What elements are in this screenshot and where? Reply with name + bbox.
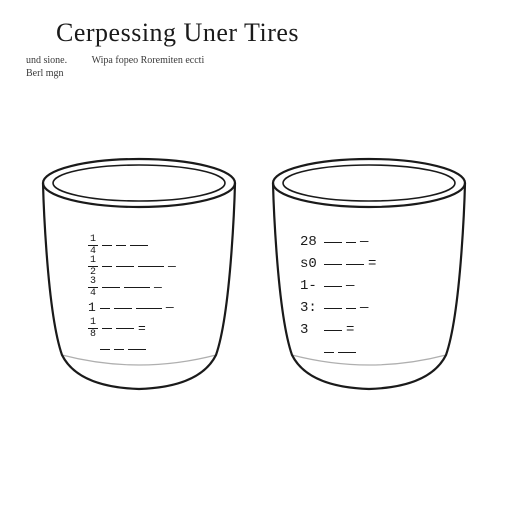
tick-mark bbox=[128, 349, 146, 350]
scale-row: 1— bbox=[88, 298, 176, 318]
scale-label: 28 bbox=[300, 231, 320, 253]
right-cup: 28—s0=1-—3:—3= bbox=[254, 139, 484, 399]
scale-row: 34 — bbox=[88, 277, 176, 298]
page: Cerpessing Uner Tires und sione. Wipa fo… bbox=[0, 0, 512, 512]
tick-mark bbox=[102, 266, 112, 267]
tick-mark bbox=[324, 352, 334, 353]
tick-mark bbox=[324, 286, 342, 287]
scale-suffix: = bbox=[138, 319, 146, 339]
tick-mark bbox=[116, 266, 134, 267]
fraction-label: 14 bbox=[88, 235, 98, 256]
tick-mark bbox=[116, 328, 134, 329]
tick-mark bbox=[338, 352, 356, 353]
scale-row: 14 bbox=[88, 235, 176, 256]
tick-mark bbox=[100, 349, 110, 350]
scale-row: 12 — bbox=[88, 256, 176, 277]
tick-mark bbox=[324, 264, 342, 265]
scale-row: 3: — bbox=[300, 297, 376, 319]
tick-mark bbox=[138, 266, 164, 267]
tick-mark bbox=[324, 242, 342, 243]
scale-row: 18 = bbox=[88, 318, 176, 339]
fraction-label: 34 bbox=[88, 277, 98, 298]
scale-row bbox=[300, 341, 376, 363]
scale-row: 1- — bbox=[300, 275, 376, 297]
subtitle-mid: Wipa fopeo Roremiten eccti bbox=[92, 54, 205, 67]
subtitle-line-1: und sione. Wipa fopeo Roremiten eccti bbox=[26, 54, 494, 67]
scale-label: 3 bbox=[300, 319, 320, 341]
scale-suffix: — bbox=[168, 257, 176, 277]
scale-suffix: — bbox=[346, 275, 354, 297]
fraction-label: 12 bbox=[88, 256, 98, 277]
tick-mark bbox=[324, 308, 342, 309]
tick-mark bbox=[346, 242, 356, 243]
right-cup-scale: 28—s0=1-—3:—3= bbox=[300, 231, 376, 363]
fraction-label: 18 bbox=[88, 318, 98, 339]
scale-row bbox=[88, 339, 176, 359]
scale-label: s0 bbox=[300, 253, 320, 275]
scale-suffix: — bbox=[166, 298, 174, 318]
tick-mark bbox=[114, 308, 132, 309]
scale-label bbox=[300, 341, 320, 363]
cups-row: 1412—34—1—18= 28—s0=1-—3:—3= bbox=[18, 139, 494, 399]
scale-suffix: — bbox=[360, 231, 368, 253]
tick-mark bbox=[324, 330, 342, 331]
scale-label: 3: bbox=[300, 297, 320, 319]
page-title: Cerpessing Uner Tires bbox=[56, 18, 494, 48]
tick-mark bbox=[130, 245, 148, 246]
tick-mark bbox=[116, 245, 126, 246]
tick-mark bbox=[124, 287, 150, 288]
scale-suffix: = bbox=[368, 253, 376, 275]
tick-mark bbox=[136, 308, 162, 309]
tick-mark bbox=[102, 245, 112, 246]
tick-mark bbox=[100, 308, 110, 309]
tick-mark bbox=[102, 328, 112, 329]
tick-mark bbox=[114, 349, 124, 350]
scale-suffix: — bbox=[360, 297, 368, 319]
tick-mark bbox=[346, 308, 356, 309]
tick-mark bbox=[346, 264, 364, 265]
left-cup-scale: 1412—34—1—18= bbox=[88, 235, 176, 359]
scale-suffix: — bbox=[154, 278, 162, 298]
tick-mark bbox=[102, 287, 120, 288]
scale-suffix: = bbox=[346, 319, 354, 341]
scale-label: 1 bbox=[88, 298, 96, 318]
subtitle-lead: und sione. bbox=[26, 54, 67, 67]
scale-row: 3= bbox=[300, 319, 376, 341]
scale-label: 1- bbox=[300, 275, 320, 297]
left-cup: 1412—34—1—18= bbox=[24, 139, 254, 399]
scale-row: s0 = bbox=[300, 253, 376, 275]
scale-row: 28 — bbox=[300, 231, 376, 253]
subtitle-line-2: Berl mgn bbox=[26, 68, 494, 79]
